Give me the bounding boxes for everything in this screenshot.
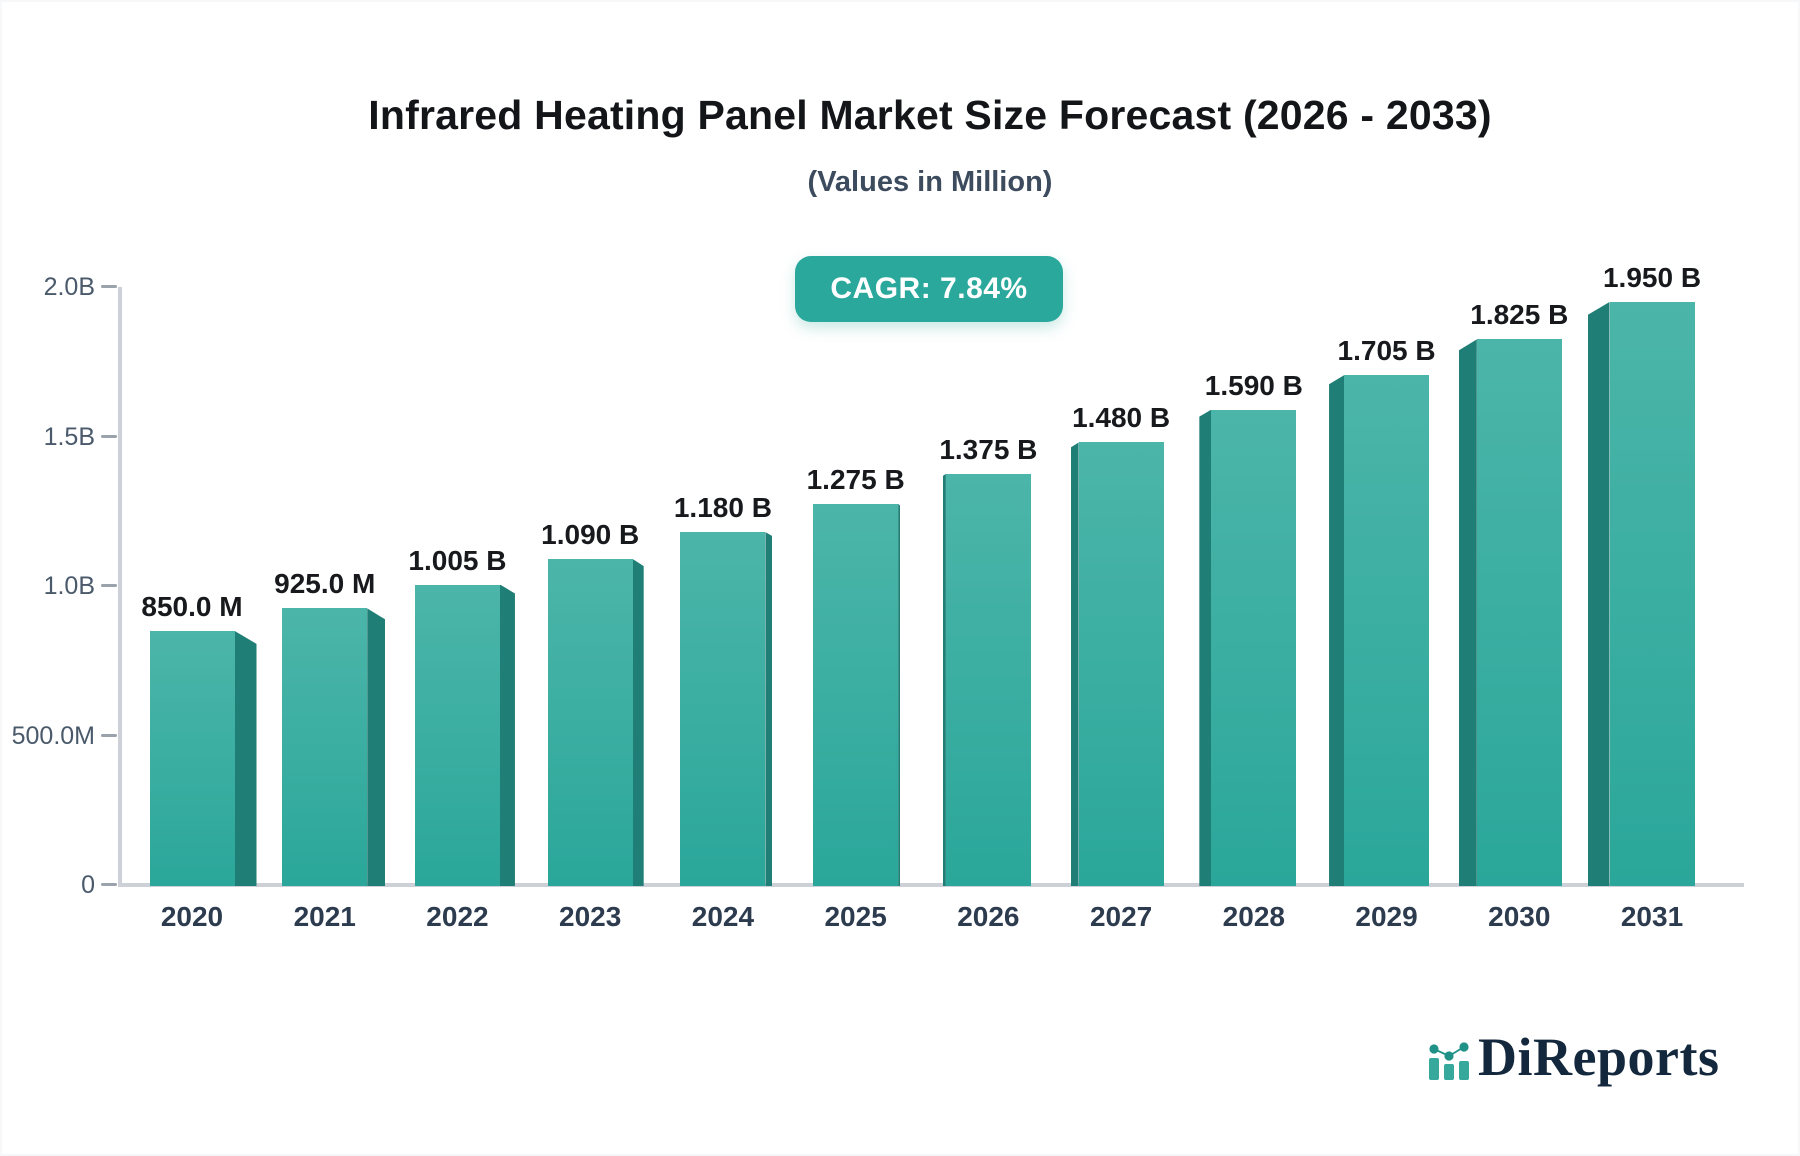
bar-value-label: 1.705 B	[1337, 335, 1436, 367]
bar-3d-side	[499, 584, 515, 886]
bar-2022	[414, 584, 500, 886]
bar-3d-side	[632, 559, 644, 886]
y-axis-tick-label: 1.5B	[43, 422, 95, 451]
x-axis-label-2022: 2022	[426, 901, 489, 932]
bar-2024	[680, 532, 766, 886]
bar-3d-side	[1587, 301, 1610, 886]
y-axis-tick-mark	[101, 434, 117, 438]
bar-2021	[282, 608, 368, 886]
bar-value-label: 1.950 B	[1602, 261, 1702, 293]
y-axis-tick-label: 0	[81, 871, 95, 899]
bar-3d-side	[898, 503, 901, 886]
bar-value-label: 1.275 B	[806, 463, 905, 495]
bar-value-label: 1.480 B	[1072, 402, 1171, 434]
y-axis-line	[118, 287, 122, 887]
bar-2026	[945, 473, 1031, 886]
bar-2031	[1609, 301, 1695, 886]
bar-3d-side	[942, 473, 946, 886]
bar-2020	[149, 630, 235, 886]
chart-title: Infrared Heating Panel Market Size Forec…	[368, 92, 1492, 138]
bar-3d-side	[1199, 409, 1212, 886]
bar-3d-side	[234, 630, 257, 886]
y-axis-tick-mark	[101, 733, 117, 737]
bar-value-label: 1.090 B	[541, 519, 640, 551]
bar-value-label: 1.590 B	[1204, 369, 1303, 401]
cagr-badge-label: CAGR: 7.84%	[830, 272, 1028, 305]
y-axis-tick-label: 1.0B	[43, 572, 95, 600]
logo-text: DiReports	[1478, 1027, 1720, 1087]
x-axis-label-2027: 2027	[1089, 901, 1153, 932]
x-axis-label-2024: 2024	[691, 901, 755, 932]
bar-3d-side	[1070, 442, 1079, 886]
bar-value-label: 1.825 B	[1470, 299, 1569, 331]
x-axis-label-2025: 2025	[824, 901, 887, 932]
x-axis-label-2026: 2026	[957, 901, 1020, 932]
y-axis-tick-label: 2.0B	[43, 273, 95, 301]
bar-3d-side	[765, 532, 773, 886]
x-axis-label-2029: 2029	[1355, 901, 1418, 932]
y-axis-tick-mark	[101, 285, 117, 288]
x-axis-label-2023: 2023	[559, 901, 622, 932]
bar-line-chart-icon	[1429, 1042, 1469, 1080]
bar-value-label: 1.005 B	[408, 544, 507, 576]
y-axis-tick-label: 500.0M	[11, 721, 95, 750]
bar-2030	[1476, 339, 1562, 886]
y-axis-tick-mark	[101, 584, 117, 587]
x-axis-line	[118, 883, 1744, 887]
x-axis-label-2028: 2028	[1222, 901, 1285, 932]
bar-2029	[1344, 375, 1430, 886]
bar-2023	[547, 559, 633, 886]
bar-3d-side	[367, 608, 386, 886]
y-axis-tick-mark	[101, 883, 117, 886]
x-axis-label-2020: 2020	[160, 901, 224, 932]
chart-subtitle: (Values in Million)	[807, 166, 1053, 198]
bar-value-label: 925.0 M	[274, 568, 376, 600]
x-axis-label-2031: 2031	[1620, 901, 1684, 932]
bar-2025	[813, 503, 899, 886]
x-axis-label-2030: 2030	[1488, 901, 1551, 932]
bar-2028	[1211, 409, 1297, 886]
bar-3d-side	[1329, 375, 1345, 886]
x-axis-label-2021: 2021	[293, 901, 356, 932]
bar-value-label: 1.375 B	[939, 433, 1038, 465]
direports-logo: DiReports	[1428, 1030, 1719, 1084]
cagr-badge: CAGR: 7.84%	[795, 256, 1063, 322]
bar-value-label: 850.0 M	[141, 590, 243, 622]
bar-2027	[1078, 442, 1164, 886]
bar-value-label: 1.180 B	[673, 492, 772, 524]
bar-3d-side	[1458, 339, 1477, 886]
